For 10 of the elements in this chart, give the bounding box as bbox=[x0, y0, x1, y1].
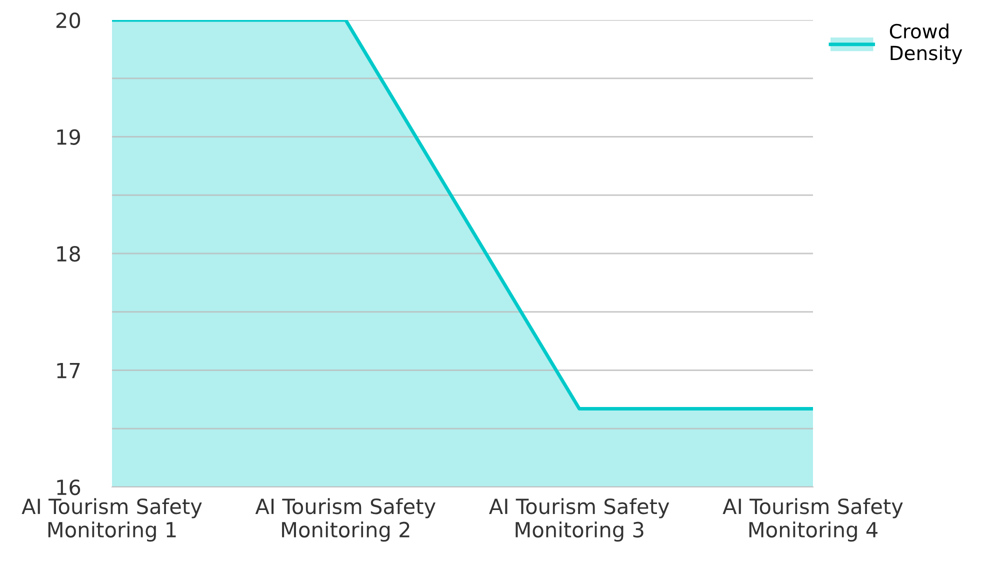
x-tick-label: AI Tourism Safety Monitoring 1 bbox=[22, 498, 202, 542]
y-tick-label: 17 bbox=[57, 362, 80, 378]
legend-label: Crowd Density bbox=[890, 23, 962, 64]
y-tick-label: 20 bbox=[56, 12, 80, 28]
x-tick-label: AI Tourism Safety Monitoring 3 bbox=[489, 498, 670, 542]
y-tick-label: 19 bbox=[57, 129, 80, 145]
y-tick-label: 18 bbox=[57, 246, 80, 262]
y-tick-label: 16 bbox=[57, 479, 80, 496]
x-tick-label: AI Tourism Safety Monitoring 4 bbox=[722, 498, 903, 542]
x-tick-label: AI Tourism Safety Monitoring 2 bbox=[255, 498, 436, 542]
